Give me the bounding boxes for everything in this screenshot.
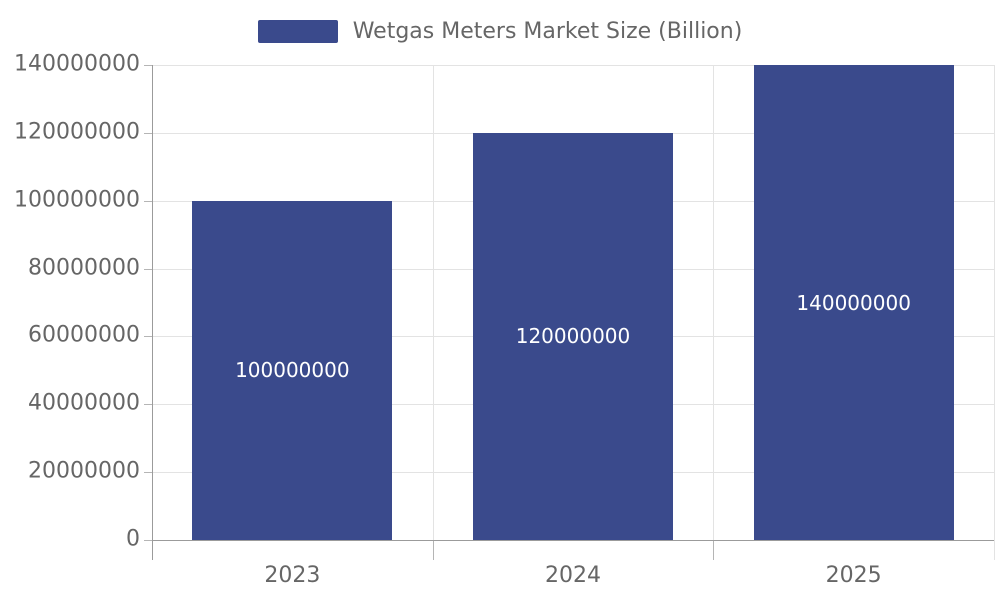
y-axis-tick-label: 0 [126, 526, 140, 552]
x-axis-category-label: 2025 [825, 563, 882, 588]
category-gridline [713, 65, 714, 540]
x-axis-category-label: 2024 [545, 563, 601, 588]
y-axis-tick-label: 100000000 [14, 187, 140, 213]
legend-label: Wetgas Meters Market Size (Billion) [352, 18, 743, 44]
y-axis-tick-label: 80000000 [28, 255, 140, 281]
y-axis-tick [144, 336, 152, 338]
y-axis-tick-label: 60000000 [28, 322, 140, 348]
y-axis-tick-label: 40000000 [28, 390, 140, 416]
y-gridline [152, 65, 994, 66]
y-axis-line [152, 65, 153, 560]
plot-right-border [994, 65, 995, 560]
bar-value-label: 140000000 [796, 290, 911, 315]
y-axis-tick [144, 268, 152, 270]
bar-value-label: 100000000 [235, 358, 350, 383]
y-axis-tick-label: 20000000 [28, 458, 140, 484]
bar-2023[interactable] [192, 200, 393, 540]
y-axis-tick [144, 200, 152, 202]
category-gridline [433, 65, 434, 540]
y-axis-tick [144, 404, 152, 406]
legend[interactable]: Wetgas Meters Market Size (Billion) [0, 17, 1000, 45]
bar-value-label: 120000000 [515, 324, 631, 349]
y-axis-tick [144, 540, 152, 541]
y-axis-tick-label: 120000000 [14, 119, 140, 145]
x-axis-line [152, 540, 994, 541]
y-axis-tick [144, 65, 152, 66]
legend-swatch-icon[interactable] [257, 19, 338, 43]
y-axis-tick [144, 132, 152, 134]
bar-2024[interactable] [473, 132, 673, 540]
y-axis-tick [144, 472, 152, 474]
bar-2025[interactable] [753, 65, 954, 540]
y-axis-tick-label: 140000000 [14, 51, 140, 77]
x-axis-tick [433, 540, 434, 560]
x-axis-tick [713, 540, 714, 560]
x-axis-category-label: 2023 [264, 563, 321, 588]
